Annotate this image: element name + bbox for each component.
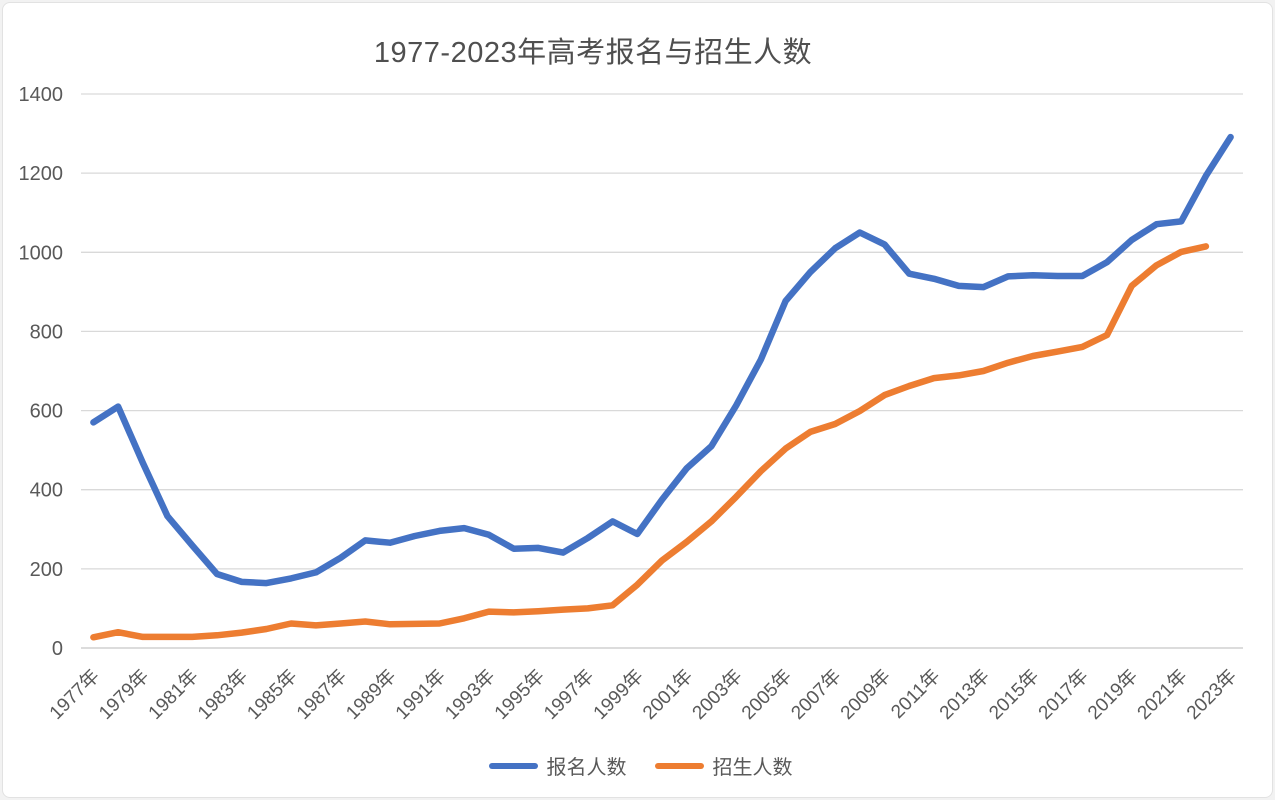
svg-text:2007年: 2007年 <box>787 665 846 724</box>
svg-text:1981年: 1981年 <box>144 665 203 724</box>
svg-text:2001年: 2001年 <box>638 665 697 724</box>
svg-text:1997年: 1997年 <box>539 665 598 724</box>
svg-text:200: 200 <box>30 559 63 581</box>
svg-text:2011年: 2011年 <box>887 665 945 723</box>
svg-text:2003年: 2003年 <box>688 665 747 724</box>
legend-item-enrollment: 招生人数 <box>654 751 793 780</box>
legend-line-swatch-orange <box>654 762 704 769</box>
series-line-enrollment <box>90 243 1210 641</box>
line-chart: 0 200 400 600 800 1000 1200 1400 1977年1979年1981年… <box>19 84 1243 724</box>
svg-text:1993年: 1993年 <box>441 665 500 724</box>
svg-text:1999年: 1999年 <box>589 665 648 724</box>
svg-text:2021年: 2021年 <box>1133 665 1192 724</box>
svg-text:2013年: 2013年 <box>935 665 994 724</box>
gridlines <box>81 93 1243 649</box>
svg-text:2009年: 2009年 <box>836 665 895 724</box>
svg-text:1979年: 1979年 <box>94 665 153 724</box>
svg-text:1987年: 1987年 <box>292 665 351 724</box>
svg-text:1983年: 1983年 <box>193 665 252 724</box>
svg-text:2005年: 2005年 <box>737 665 796 724</box>
chart-title: 1977-2023年高考报名与招生人数 <box>373 37 813 69</box>
svg-text:800: 800 <box>30 321 63 343</box>
svg-text:400: 400 <box>30 480 63 502</box>
legend-line-swatch-blue <box>488 762 538 769</box>
svg-text:2015年: 2015年 <box>985 665 1044 724</box>
svg-text:1200: 1200 <box>19 163 64 185</box>
svg-text:1977年: 1977年 <box>45 665 104 724</box>
svg-text:1985年: 1985年 <box>243 665 302 724</box>
legend-label-registration: 报名人数 <box>546 757 627 779</box>
legend-item-registration: 报名人数 <box>488 751 627 780</box>
svg-text:2019年: 2019年 <box>1083 665 1142 724</box>
svg-text:1989年: 1989年 <box>342 665 401 724</box>
x-axis-labels: 1977年1979年1981年1983年1985年1987年1989年1991年… <box>45 665 1241 724</box>
svg-text:0: 0 <box>52 638 63 660</box>
legend-label-enrollment: 招生人数 <box>712 757 793 779</box>
series-line-registration <box>90 133 1234 587</box>
svg-text:1995年: 1995年 <box>490 665 549 724</box>
svg-text:2017年: 2017年 <box>1034 665 1093 724</box>
y-axis-labels: 0 200 400 600 800 1000 1200 1400 <box>19 84 64 660</box>
svg-text:1000: 1000 <box>19 242 64 264</box>
svg-text:600: 600 <box>30 401 63 423</box>
svg-text:1991年: 1991年 <box>391 665 450 724</box>
svg-text:1400: 1400 <box>19 84 64 106</box>
svg-text:2023年: 2023年 <box>1182 665 1241 724</box>
chart-legend: 报名人数 招生人数 <box>3 751 1272 780</box>
